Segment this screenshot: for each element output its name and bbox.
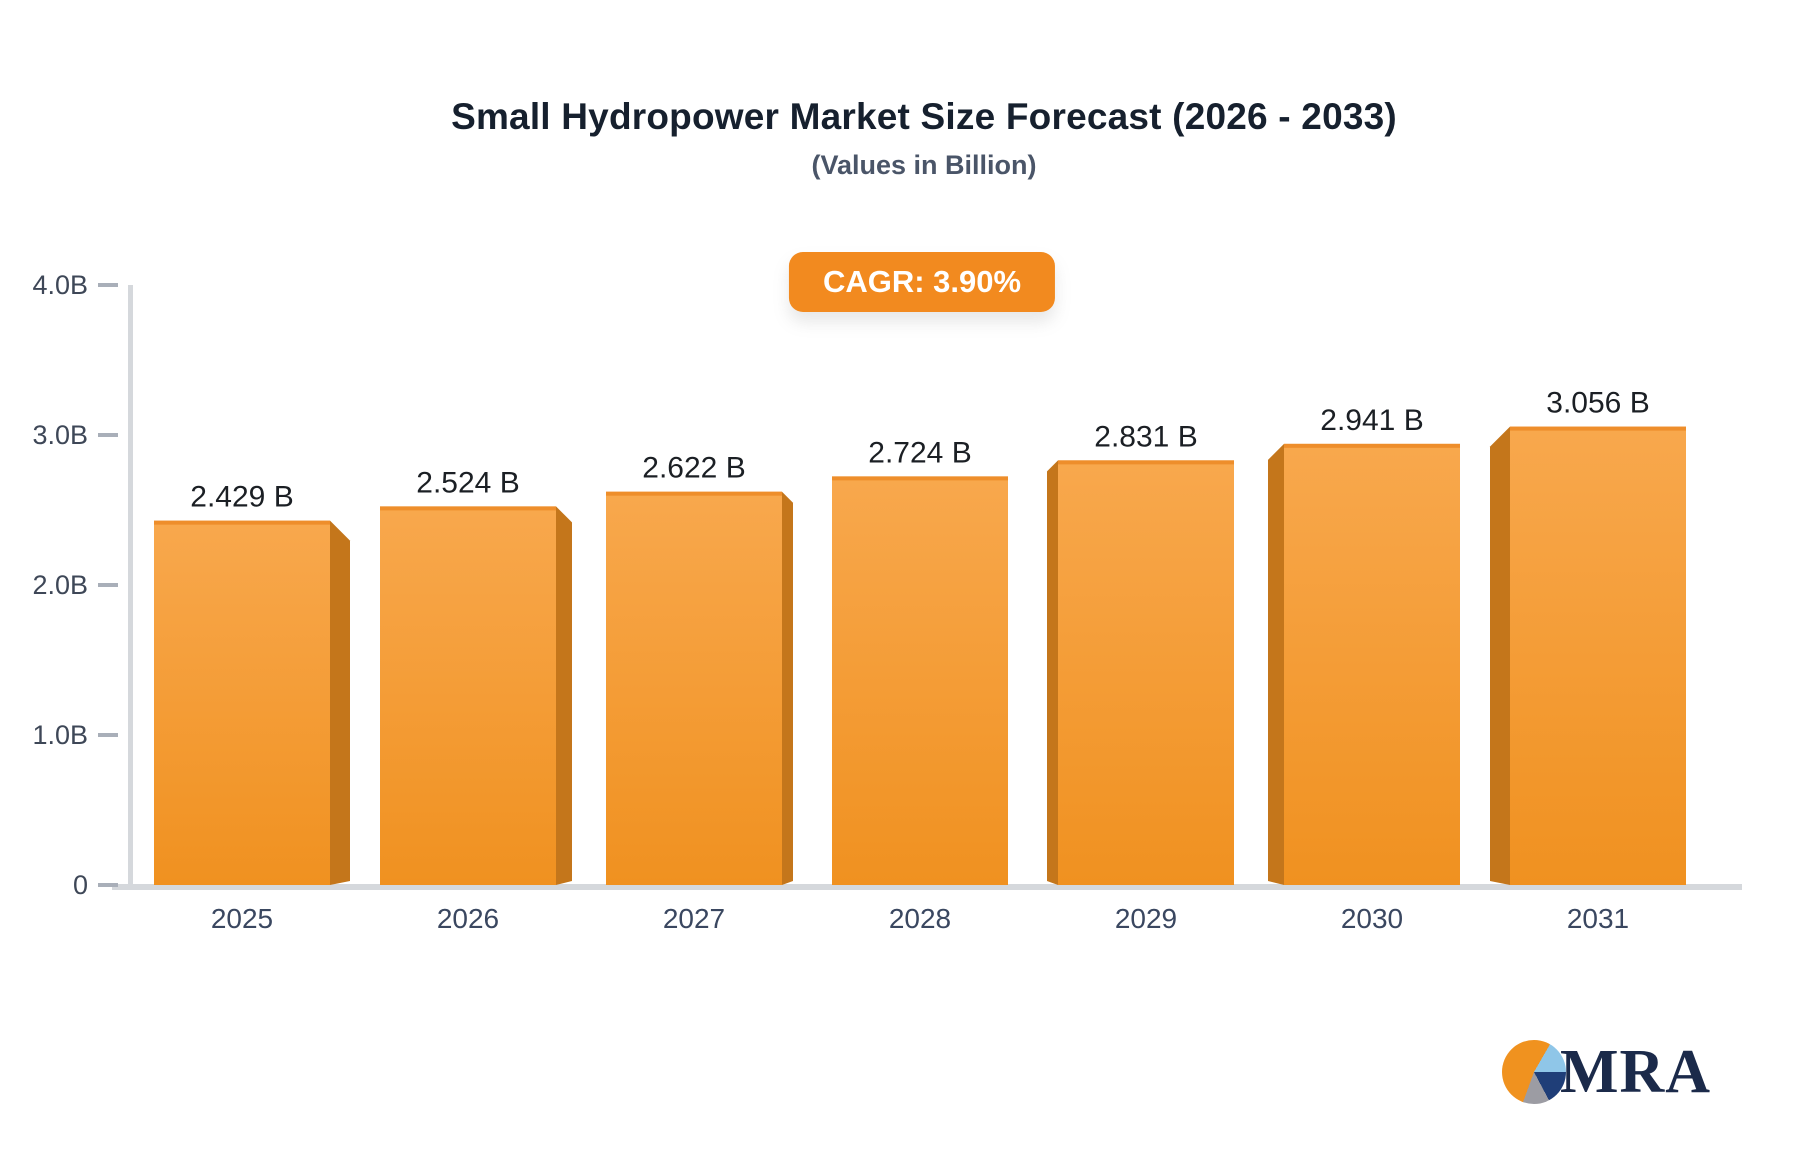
- y-tick-mark-0: [98, 883, 118, 887]
- logo-text: MRA: [1560, 1038, 1712, 1106]
- bar-value-label-2026: 2.524 B: [416, 466, 519, 499]
- bar-2031-top-edge: [1510, 426, 1686, 431]
- bar-2027-top-edge: [606, 491, 782, 496]
- chart-title: Small Hydropower Market Size Forecast (2…: [451, 96, 1397, 137]
- y-tick-label-3.0B: 3.0B: [32, 420, 88, 450]
- bar-value-label-2029: 2.831 B: [1094, 420, 1197, 453]
- bar-value-label-2030: 2.941 B: [1320, 404, 1423, 437]
- cagr-badge: CAGR: 3.90%: [788, 252, 1056, 312]
- bar-2031-side: [1490, 426, 1510, 885]
- bar-2026-side: [556, 506, 572, 885]
- bar-2030-face: [1284, 443, 1460, 885]
- bar-2031-face: [1510, 426, 1686, 885]
- bar-value-label-2027: 2.622 B: [642, 452, 745, 485]
- pie-chart-logo-icon: [1502, 1040, 1566, 1104]
- x-axis-label-2025: 2025: [211, 903, 273, 934]
- x-axis-label-2029: 2029: [1115, 903, 1177, 934]
- y-tick-mark-4.0B: [98, 283, 118, 287]
- x-axis-label-2031: 2031: [1567, 903, 1629, 934]
- bar-2030-top-edge: [1284, 443, 1460, 448]
- x-axis-label-2028: 2028: [889, 903, 951, 934]
- bar-2025-top-edge: [154, 520, 330, 525]
- x-axis-line: [112, 884, 1742, 890]
- bar-2029-side: [1047, 460, 1058, 885]
- x-axis-label-2026: 2026: [437, 903, 499, 934]
- y-tick-label-0: 0: [73, 870, 88, 900]
- x-axis-label-2027: 2027: [663, 903, 725, 934]
- bar-2028-top-edge: [832, 476, 1008, 481]
- bar-2025-side: [330, 520, 350, 885]
- bar-2026-top-edge: [380, 506, 556, 511]
- y-tick-mark-2.0B: [98, 583, 118, 587]
- y-axis-line: [128, 285, 133, 890]
- y-tick-mark-3.0B: [98, 433, 118, 437]
- bar-2025-face: [154, 520, 330, 885]
- bar-value-label-2025: 2.429 B: [190, 481, 293, 514]
- bar-2026-face: [380, 506, 556, 885]
- y-tick-label-1.0B: 1.0B: [32, 720, 88, 750]
- bar-2028-face: [832, 476, 1008, 885]
- mra-logo: MRA: [1502, 1040, 1711, 1104]
- y-tick-label-4.0B: 4.0B: [32, 270, 88, 300]
- bar-2030-side: [1268, 443, 1284, 885]
- y-tick-label-2.0B: 2.0B: [32, 570, 88, 600]
- bar-2029-top-edge: [1058, 460, 1234, 465]
- bar-2027-face: [606, 491, 782, 885]
- chart-subtitle: (Values in Billion): [811, 150, 1037, 180]
- bar-value-label-2028: 2.724 B: [868, 436, 971, 469]
- bar-2027-side: [782, 491, 793, 885]
- bar-2029-face: [1058, 460, 1234, 885]
- bar-value-label-2031: 3.056 B: [1546, 387, 1649, 420]
- x-axis-label-2030: 2030: [1341, 903, 1403, 934]
- y-tick-mark-1.0B: [98, 733, 118, 737]
